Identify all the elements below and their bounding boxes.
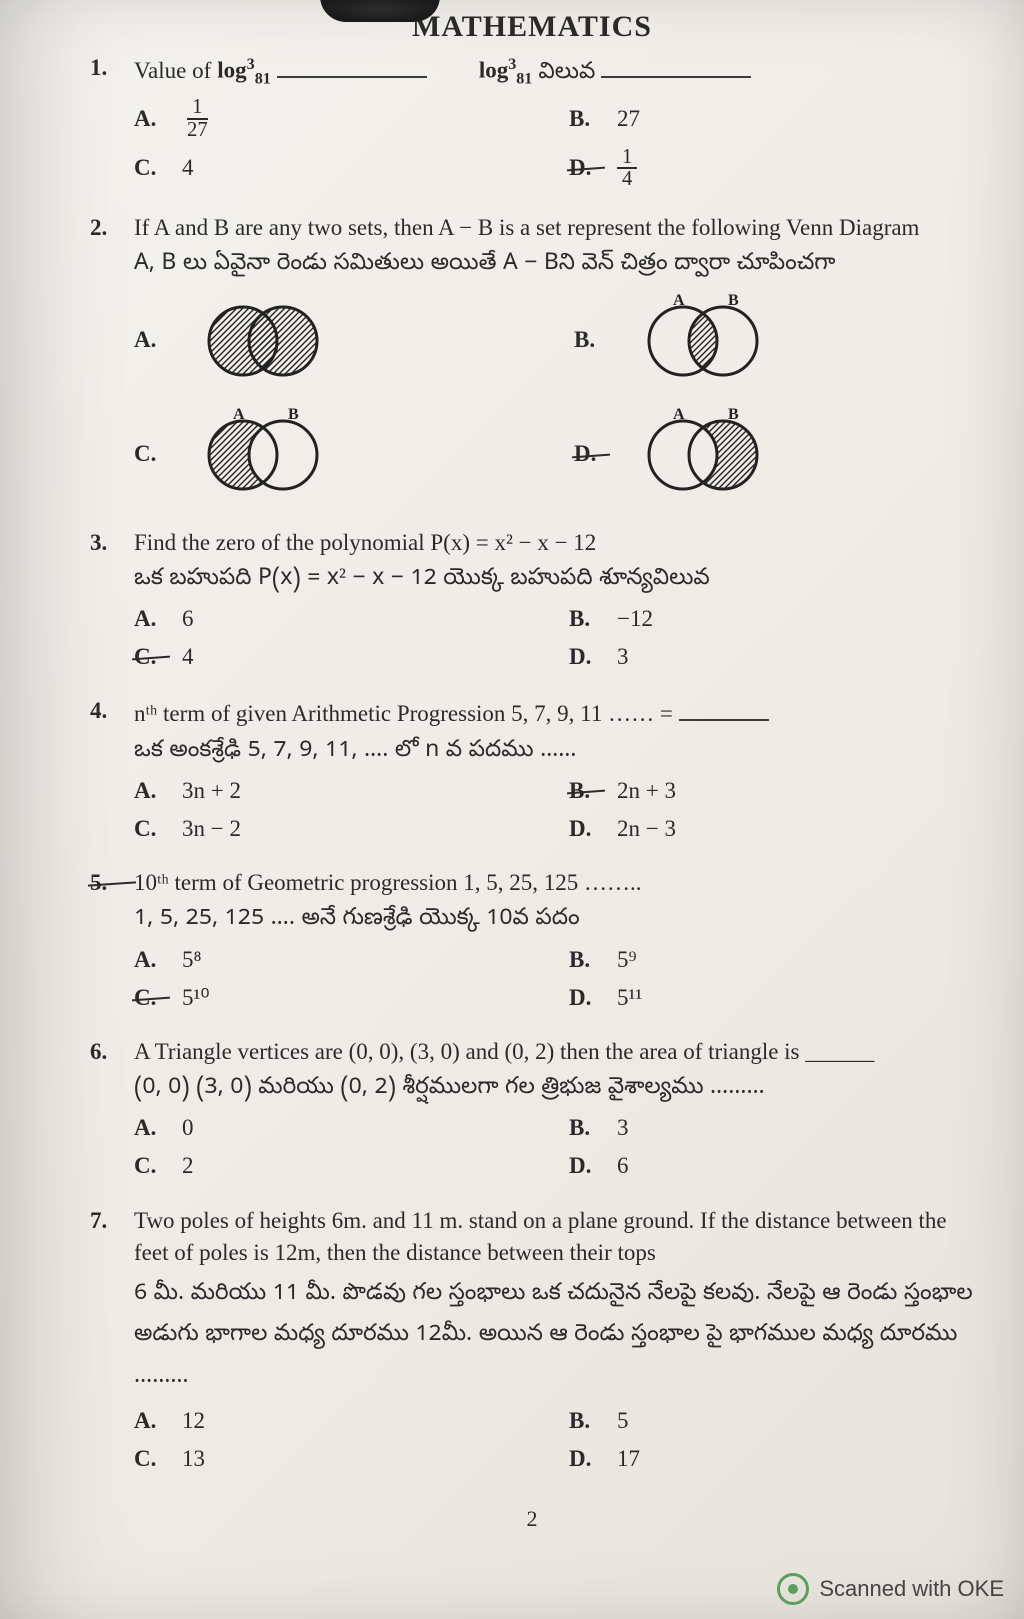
q6-opt-b: B.3 [569,1112,974,1144]
q3-options: A.6 B.−12 C.4 D.3 [134,603,974,673]
question-1: 1. Value of log381 log381 విలువ A. 1 [90,52,974,190]
q4-blank [679,695,769,721]
q6-opt-a: A.0 [134,1112,539,1144]
question-4: 4. nᵗʰ term of given Arithmetic Progress… [90,695,974,845]
question-2: 2. If A and B are any two sets, then A −… [90,212,974,504]
page-title: MATHEMATICS [90,10,974,44]
scan-app-icon [777,1573,809,1605]
q6-opt-c: C.2 [134,1150,539,1182]
q3-opt-b: B.−12 [569,603,974,635]
q1-blank-2 [601,52,751,78]
scanned-watermark: Scanned with OKE [777,1573,1004,1605]
q5-opt-d: D.5¹¹ [569,982,974,1014]
q1-opt-a: A. 1 27 [134,97,539,140]
venn-diagram-icon: A B [628,291,778,391]
svg-text:B: B [288,406,299,423]
q1-stem-en-prefix: Value of [134,55,211,87]
q1-opt-d: D. 1 4 [569,147,974,190]
q4-number: 4. [90,695,134,727]
q2-opt-c: C. A B [134,405,534,505]
q6-number: 6. [90,1036,134,1068]
q4-stem-te: ఒక అంకశ్రేఢి 5, 7, 9, 11, …. లో n వ పదము… [134,737,974,769]
q1-blank-1 [277,52,427,78]
question-7: 7. Two poles of heights 6m. and 11 m. st… [90,1205,974,1476]
q6-stem-te: (0, 0) (3, 0) మరియు (0, 2) శీర్షములగా గల… [134,1074,974,1106]
svg-text:A: A [673,292,685,309]
scanned-text: Scanned with OKE [819,1576,1004,1602]
q3-number: 3. [90,527,134,559]
q7-options: A.12 B.5 C.13 D.17 [134,1405,974,1475]
q2-stem-en: If A and B are any two sets, then A − B … [134,212,974,244]
q7-opt-c: C.13 [134,1443,539,1475]
q5-opt-a: A.5⁸ [134,944,539,976]
q1-stem: Value of log381 log381 విలువ [134,52,974,91]
q3-stem-en: Find the zero of the polynomial P(x) = x… [134,527,974,559]
q5-opt-c: C.5¹⁰ [134,982,539,1014]
fraction-icon: 1 27 [182,97,213,140]
q2-options: A. B. [134,291,974,505]
q7-opt-d: D.17 [569,1443,974,1475]
q4-opt-b: B.2n + 3 [569,775,974,807]
q7-stem-te: 6 మీ. మరియు 11 మీ. పొడవు గల స్తంభాలు ఒక … [134,1275,974,1399]
svg-text:A: A [673,406,685,423]
q5-stem-te: 1, 5, 25, 125 …. అనే గుణశ్రేఢి యొక్క 10వ… [134,905,974,937]
q1-options: A. 1 27 B. 27 C. 4 D [134,97,974,190]
svg-text:A: A [233,406,245,423]
venn-diagram-icon [188,291,338,391]
q5-stem-en: 10ᵗʰ term of Geometric progression 1, 5,… [134,867,974,899]
q5-options: A.5⁸ B.5⁹ C.5¹⁰ D.5¹¹ [134,944,974,1014]
q4-opt-d: D.2n − 3 [569,813,974,845]
q7-opt-a: A.12 [134,1405,539,1437]
q7-number: 7. [90,1205,134,1237]
page-number: 2 [90,1506,974,1532]
q4-opt-a: A.3n + 2 [134,775,539,807]
q5-opt-b: B.5⁹ [569,944,974,976]
question-5: 5. 10ᵗʰ term of Geometric progression 1,… [90,867,974,1014]
q1-number: 1. [90,52,134,84]
q2-number: 2. [90,212,134,244]
q2-opt-b: B. A B [574,291,974,391]
q6-stem-en: A Triangle vertices are (0, 0), (3, 0) a… [134,1036,974,1068]
exam-page: MATHEMATICS 1. Value of log381 log381 వి… [0,0,1024,1619]
q2-opt-a: A. [134,291,534,391]
question-3: 3. Find the zero of the polynomial P(x) … [90,527,974,674]
binder-clip [320,0,440,22]
question-6: 6. A Triangle vertices are (0, 0), (3, 0… [90,1036,974,1183]
q4-stem-en: nᵗʰ term of given Arithmetic Progression… [134,695,974,730]
venn-diagram-icon: A B [188,405,338,505]
svg-text:B: B [728,406,739,423]
venn-diagram-icon: A B [628,405,778,505]
q2-stem-te: A, B లు ఏవైనా రెండు సమితులు అయితే A − Bన… [134,250,974,282]
q1-stem-te: విలువ [538,59,595,91]
q6-opt-d: D.6 [569,1150,974,1182]
q3-stem-te: ఒక బహుపది P(x) = x² − x − 12 యొక్క బహుపద… [134,565,974,597]
fraction-icon: 1 4 [617,147,637,190]
q1-opt-b: B. 27 [569,97,974,140]
q2-opt-d: D. A B [574,405,974,505]
q7-stem-en: Two poles of heights 6m. and 11 m. stand… [134,1205,974,1269]
svg-text:B: B [728,292,739,309]
q4-opt-c: C.3n − 2 [134,813,539,845]
q7-opt-b: B.5 [569,1405,974,1437]
q4-options: A.3n + 2 B.2n + 3 C.3n − 2 D.2n − 3 [134,775,974,845]
q6-options: A.0 B.3 C.2 D.6 [134,1112,974,1182]
q3-opt-a: A.6 [134,603,539,635]
q3-opt-d: D.3 [569,641,974,673]
q1-opt-c: C. 4 [134,147,539,190]
q5-number: 5. [90,867,134,899]
q3-opt-c: C.4 [134,641,539,673]
